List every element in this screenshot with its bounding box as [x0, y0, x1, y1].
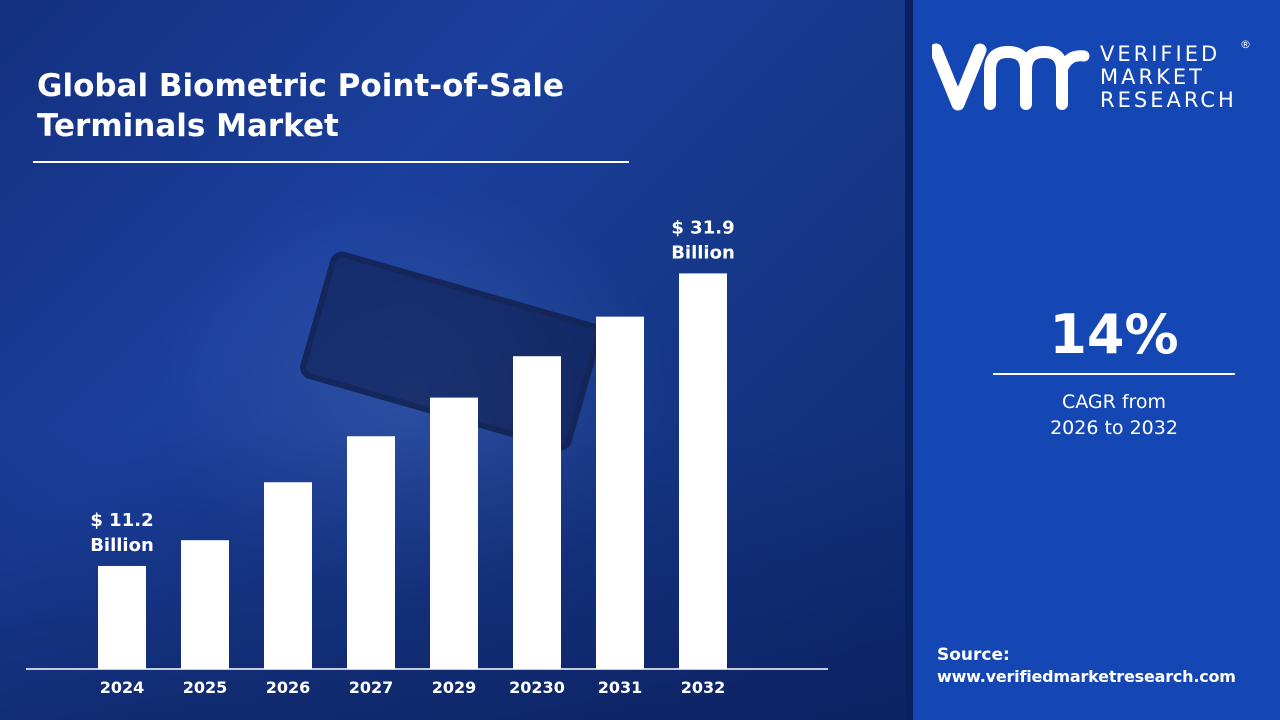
bar-value-unit: Billion	[90, 535, 154, 556]
x-tick-group: 2024 2025 2026 2027 2029 20230 2031 2032	[100, 678, 726, 697]
x-tick-label: 2024	[100, 678, 145, 697]
cagr-divider	[993, 373, 1235, 375]
brand-word-verified: VERIFIED	[1100, 42, 1221, 66]
x-tick-label: 2032	[681, 678, 726, 697]
bar-group	[98, 273, 727, 669]
bar-value-unit: Billion	[671, 242, 735, 263]
value-label-group: $ 11.2 Billion $ 31.9 Billion	[90, 217, 735, 556]
x-tick-label: 20230	[509, 678, 565, 697]
vmr-logo-mark-icon	[932, 43, 1090, 111]
bar-2025	[181, 540, 229, 669]
panel-divider	[905, 0, 913, 720]
source-label: Source:	[937, 645, 1010, 665]
chart-title: Global Biometric Point-of-Sale Terminals…	[37, 68, 565, 144]
registered-mark: ®	[1240, 38, 1251, 51]
bar-2029	[430, 397, 478, 669]
bar-value-label: $ 11.2	[90, 510, 153, 531]
brand-word-market: MARKET	[1100, 65, 1205, 89]
bar-20230	[513, 356, 561, 669]
bar-2026	[264, 482, 312, 669]
cagr-caption-line-2: 2026 to 2032	[1050, 417, 1178, 439]
x-tick-label: 2029	[432, 678, 477, 697]
brand-logo: VERIFIED MARKET RESEARCH ®	[932, 38, 1262, 120]
x-tick-label: 2031	[598, 678, 643, 697]
bar-2032	[679, 273, 727, 669]
bar-2027	[347, 436, 395, 669]
bar-value-label: $ 31.9	[671, 217, 734, 238]
cagr-caption: CAGR from 2026 to 2032	[993, 389, 1235, 441]
bar-2031	[596, 316, 644, 669]
cagr-value: 14%	[1049, 303, 1179, 366]
x-tick-label: 2027	[349, 678, 394, 697]
info-panel	[913, 0, 1280, 720]
source-url: www.verifiedmarketresearch.com	[937, 667, 1236, 686]
x-tick-label: 2025	[183, 678, 228, 697]
cagr-caption-line-1: CAGR from	[1061, 391, 1167, 413]
brand-word-research: RESEARCH	[1100, 88, 1237, 112]
background-photo-panel	[0, 0, 905, 720]
x-tick-label: 2026	[266, 678, 311, 697]
bar-2024	[98, 565, 146, 669]
title-underline	[33, 161, 629, 163]
